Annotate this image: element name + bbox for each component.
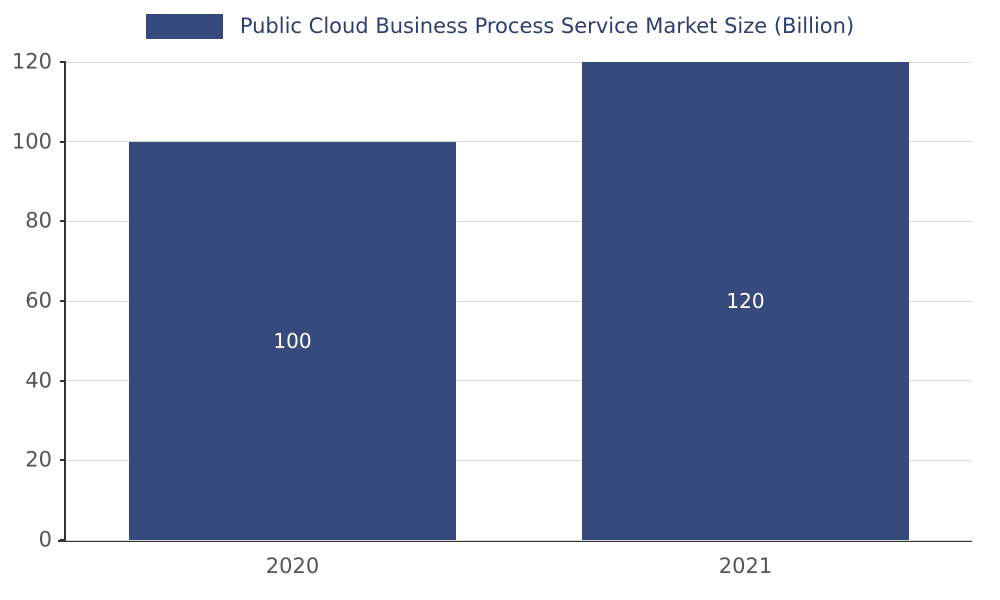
x-tick-label: 2021 [718, 554, 773, 578]
y-tick-mark [60, 539, 66, 541]
bar: 120 [582, 62, 909, 540]
y-tick-mark [60, 300, 66, 302]
y-axis-line [64, 62, 66, 542]
x-tick-label: 2020 [265, 554, 320, 578]
y-tick-label: 60 [25, 288, 52, 313]
y-tick-label: 80 [25, 208, 52, 233]
legend-label: Public Cloud Business Process Service Ma… [239, 14, 855, 38]
y-tick-label: 20 [25, 447, 52, 472]
y-tick-mark [60, 379, 66, 382]
y-tick-mark [60, 459, 66, 462]
gridline [66, 220, 972, 222]
legend-swatch-icon [145, 14, 223, 39]
plot-area: 0 20 40 60 80 100 120 100 2020 120 2021 [12, 51, 972, 577]
bar-value-label: 100 [273, 328, 312, 353]
y-tick-label: 0 [38, 527, 52, 552]
gridline [66, 141, 972, 143]
y-tick-mark [60, 220, 66, 223]
y-tick-mark [60, 61, 66, 63]
y-tick-mark [60, 140, 66, 143]
y-tick-label: 100 [11, 129, 52, 154]
y-tick-label: 40 [25, 368, 52, 393]
x-axis-line [58, 540, 972, 542]
gridline [66, 539, 972, 541]
chart-legend: Public Cloud Business Process Service Ma… [0, 14, 1000, 39]
gridline [66, 459, 972, 461]
bar-value-label: 120 [726, 289, 765, 313]
y-tick-label: 120 [11, 49, 52, 74]
gridline [66, 300, 972, 302]
gridline [66, 61, 972, 63]
gridline [66, 380, 972, 382]
bar: 100 [129, 141, 456, 540]
